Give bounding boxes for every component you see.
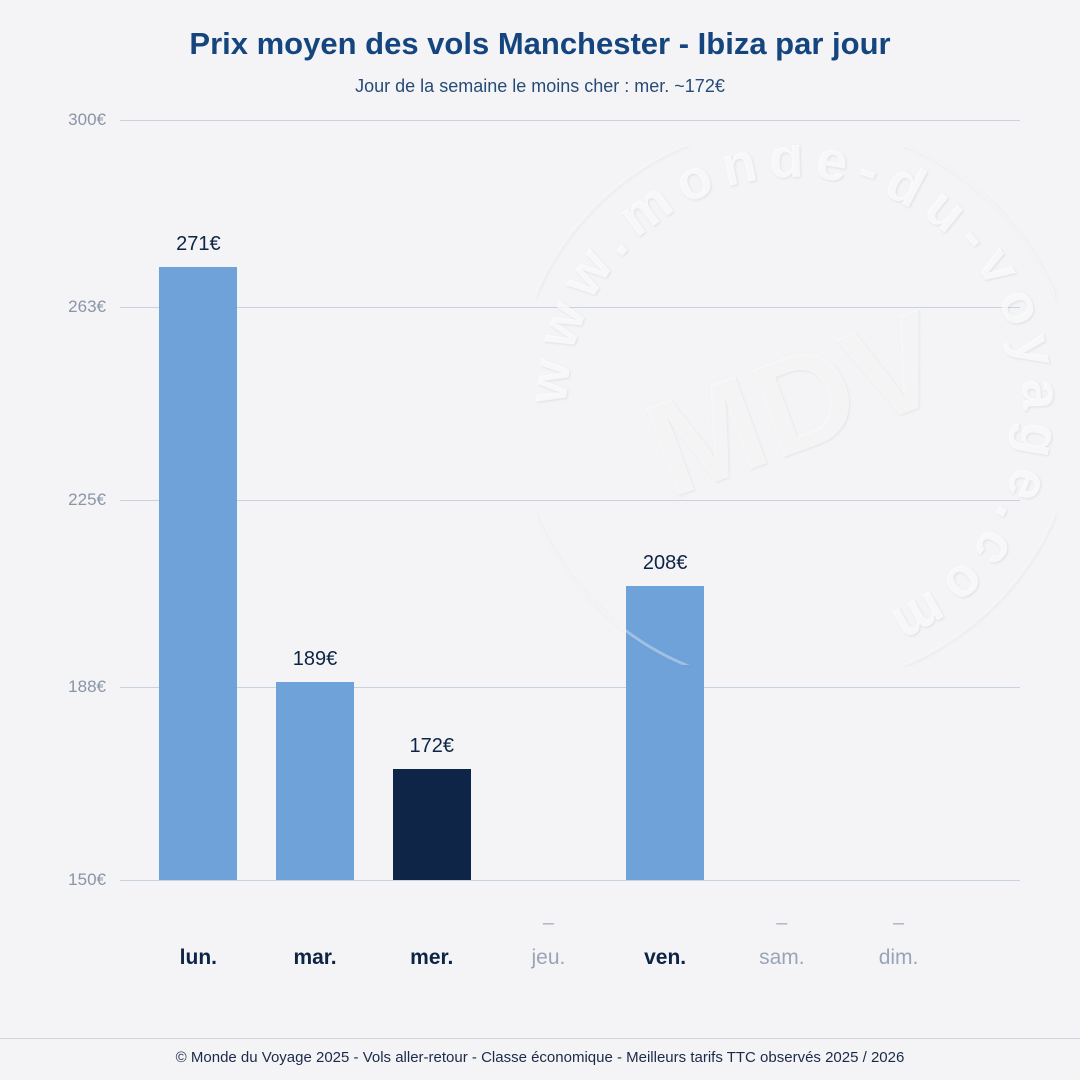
gridline-150 xyxy=(120,879,1020,881)
chart-subtitle: Jour de la semaine le moins cher : mer. … xyxy=(355,76,725,96)
footer-text: © Monde du Voyage 2025 - Vols aller-reto… xyxy=(175,1049,905,1066)
gridline-225 xyxy=(120,499,1020,501)
day-label-mer: mer. xyxy=(410,946,454,969)
no-data-dash-jeu: – xyxy=(542,912,554,934)
ytick-label-263: 263€ xyxy=(68,297,106,317)
bar-lun xyxy=(159,266,238,880)
ytick-label-300: 300€ xyxy=(68,110,106,129)
gridline-188 xyxy=(120,686,1020,688)
ytick-label-150: 150€ xyxy=(68,870,106,889)
day-label-dim: dim. xyxy=(878,946,919,969)
bar-mar xyxy=(276,682,355,880)
gridline-263 xyxy=(120,306,1020,308)
day-label-lun: lun. xyxy=(179,946,217,969)
bar-value-label-mer: 172€ xyxy=(409,734,455,757)
ytick-label-188: 188€ xyxy=(68,677,106,697)
footer-divider xyxy=(0,1038,1080,1039)
day-label-mar: mar. xyxy=(293,946,337,969)
ytick-label-225: 225€ xyxy=(68,490,106,509)
bar-value-label-lun: 271€ xyxy=(176,232,221,255)
day-label-sam: sam. xyxy=(759,946,805,969)
day-label-jeu: jeu. xyxy=(531,946,566,969)
bar-value-label-mar: 189€ xyxy=(292,648,338,671)
day-label-ven: ven. xyxy=(644,946,687,969)
bar-value-label-ven: 208€ xyxy=(642,552,688,575)
no-data-dash-dim: – xyxy=(892,912,905,934)
no-data-dash-sam: – xyxy=(776,912,788,934)
bar-mer xyxy=(392,768,471,880)
bar-ven xyxy=(626,586,705,880)
chart-title: Prix moyen des vols Manchester - Ibiza p… xyxy=(189,26,891,61)
gridline-300 xyxy=(120,119,1020,121)
